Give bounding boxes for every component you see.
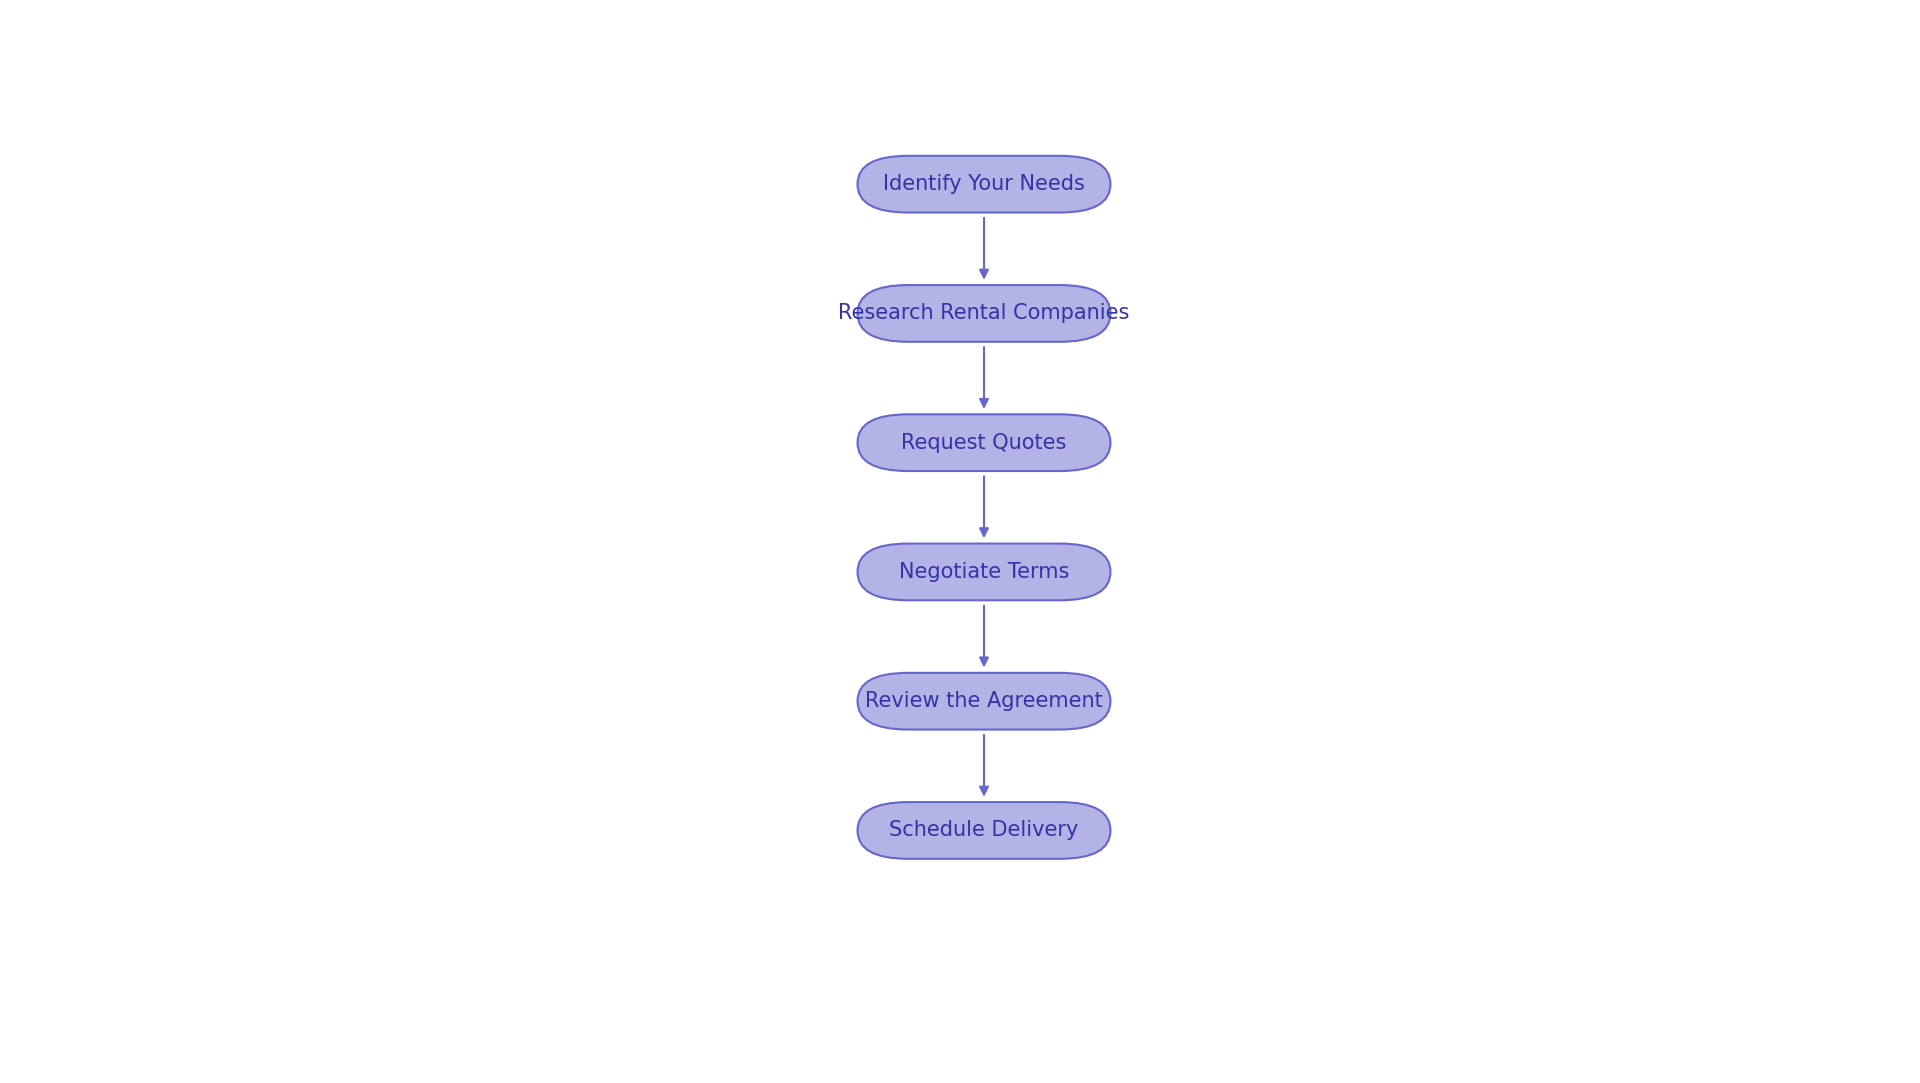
Text: Review the Agreement: Review the Agreement xyxy=(866,691,1102,712)
FancyBboxPatch shape xyxy=(858,156,1110,212)
Text: Schedule Delivery: Schedule Delivery xyxy=(889,821,1079,840)
FancyBboxPatch shape xyxy=(858,415,1110,471)
Text: Research Rental Companies: Research Rental Companies xyxy=(839,303,1129,324)
Text: Identify Your Needs: Identify Your Needs xyxy=(883,174,1085,194)
FancyBboxPatch shape xyxy=(858,544,1110,600)
Text: Negotiate Terms: Negotiate Terms xyxy=(899,562,1069,582)
FancyBboxPatch shape xyxy=(858,285,1110,342)
FancyBboxPatch shape xyxy=(858,673,1110,730)
Text: Request Quotes: Request Quotes xyxy=(900,433,1068,453)
FancyBboxPatch shape xyxy=(858,803,1110,859)
